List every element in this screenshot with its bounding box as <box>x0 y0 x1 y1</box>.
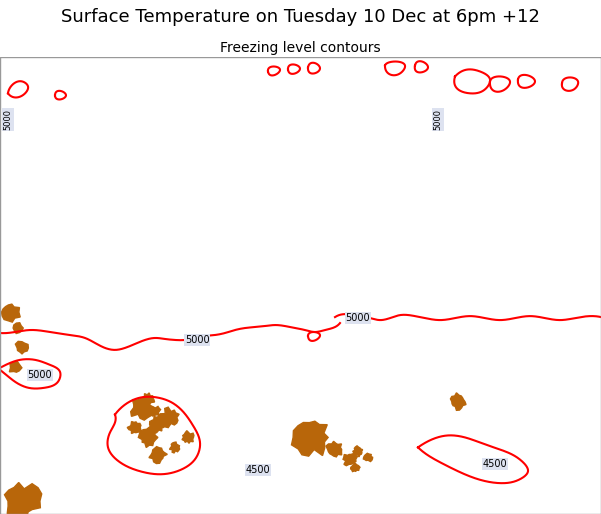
Polygon shape <box>130 397 154 420</box>
Text: 5000: 5000 <box>28 370 52 380</box>
Polygon shape <box>5 483 41 514</box>
Polygon shape <box>291 421 328 456</box>
Text: Surface Temperature on Tuesday 10 Dec at 6pm +12: Surface Temperature on Tuesday 10 Dec at… <box>61 8 540 26</box>
Polygon shape <box>127 421 141 433</box>
Text: 4500: 4500 <box>246 465 270 475</box>
Polygon shape <box>353 446 362 457</box>
Polygon shape <box>142 393 154 406</box>
Polygon shape <box>149 447 167 464</box>
Polygon shape <box>16 341 28 354</box>
Polygon shape <box>2 304 20 322</box>
Polygon shape <box>451 393 466 410</box>
Text: 5000: 5000 <box>346 313 370 323</box>
Polygon shape <box>160 407 179 428</box>
Polygon shape <box>364 453 373 462</box>
Text: 5000: 5000 <box>433 108 442 130</box>
Polygon shape <box>138 427 158 448</box>
Text: 4500: 4500 <box>483 460 507 469</box>
Polygon shape <box>13 323 23 334</box>
Polygon shape <box>150 418 163 433</box>
Polygon shape <box>343 454 358 466</box>
Text: 5000: 5000 <box>4 108 13 130</box>
Polygon shape <box>150 407 160 416</box>
Polygon shape <box>326 442 341 457</box>
Text: 5000: 5000 <box>185 335 209 345</box>
Polygon shape <box>153 414 168 428</box>
Polygon shape <box>169 442 180 453</box>
Polygon shape <box>350 464 360 471</box>
Polygon shape <box>182 431 194 443</box>
Polygon shape <box>10 361 22 372</box>
Text: Freezing level contours: Freezing level contours <box>220 41 381 55</box>
